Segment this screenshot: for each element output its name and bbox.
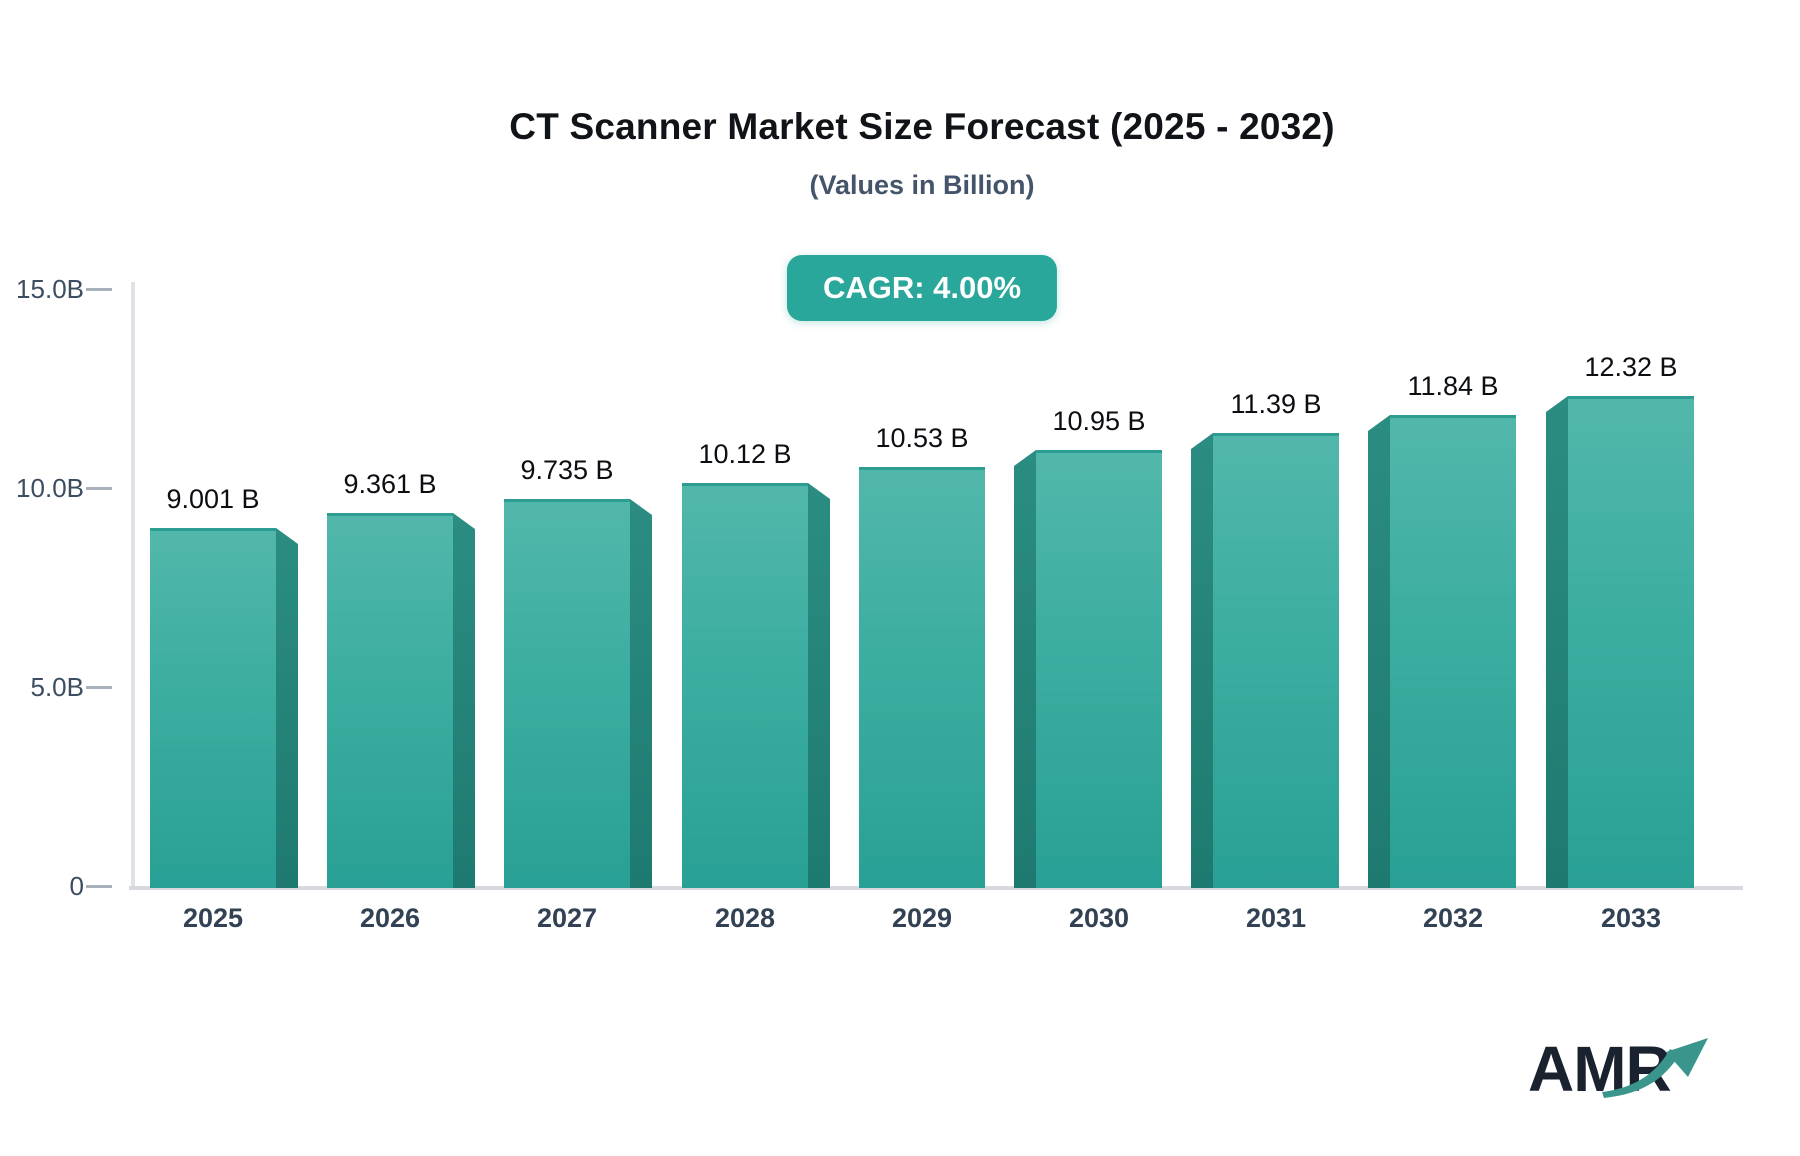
- bar-value-label: 9.735 B: [520, 455, 614, 485]
- bar-side-2028: [808, 483, 830, 888]
- cagr-badge: CAGR: 4.00%: [786, 255, 1058, 321]
- y-tick-label: 0: [69, 871, 84, 901]
- bar-value-label: 10.95 B: [1052, 406, 1146, 436]
- bar-value-label: 11.39 B: [1230, 389, 1322, 419]
- x-axis-label: 2026: [359, 903, 421, 933]
- growth-arrow-icon: [1602, 1038, 1708, 1098]
- y-tick: [86, 487, 112, 490]
- x-axis-label: 2032: [1422, 903, 1484, 933]
- bar-value-label: 11.84 B: [1407, 371, 1499, 401]
- x-axis-label: 2028: [714, 903, 776, 933]
- y-tick-label: 10.0B: [16, 473, 84, 503]
- bar-side-2025: [276, 528, 298, 888]
- y-tick: [86, 288, 112, 291]
- bar-side-2033: [1546, 396, 1568, 888]
- bar-value-label: 9.001 B: [166, 484, 260, 514]
- bar-side-2031: [1191, 433, 1213, 888]
- x-axis-label: 2033: [1600, 903, 1662, 933]
- bar-2031[interactable]: [1213, 433, 1339, 888]
- bar-2030[interactable]: [1036, 450, 1162, 888]
- x-axis-label: 2030: [1068, 903, 1130, 933]
- y-tick-label: 5.0B: [30, 672, 85, 702]
- bar-2025[interactable]: [150, 528, 276, 888]
- bar-2026[interactable]: [327, 513, 453, 888]
- x-axis-label: 2027: [536, 903, 598, 933]
- amr-logo: AMR: [1528, 1033, 1672, 1105]
- bar-2027[interactable]: [504, 499, 630, 888]
- y-tick: [86, 686, 112, 689]
- bar-side-2027: [630, 499, 652, 888]
- bar-side-2030: [1014, 450, 1036, 888]
- bar-value-label: 10.12 B: [698, 439, 792, 469]
- chart-title: CT Scanner Market Size Forecast (2025 - …: [509, 106, 1335, 147]
- y-axis-line: [131, 282, 135, 890]
- bar-value-label: 12.32 B: [1584, 352, 1678, 382]
- x-axis-label: 2025: [182, 903, 244, 933]
- x-axis-line: [129, 886, 1743, 890]
- bar-2029[interactable]: [859, 467, 985, 888]
- bar-2028[interactable]: [682, 483, 808, 888]
- bar-2032[interactable]: [1390, 415, 1516, 888]
- bar-side-2032: [1368, 415, 1390, 888]
- x-axis-label: 2029: [891, 903, 953, 933]
- bar-value-label: 10.53 B: [875, 423, 969, 453]
- bar-2033[interactable]: [1568, 396, 1694, 888]
- bar-side-2026: [453, 513, 475, 888]
- chart-subtitle: (Values in Billion): [809, 170, 1035, 200]
- bar-value-label: 9.361 B: [343, 469, 437, 499]
- x-axis-label: 2031: [1245, 903, 1307, 933]
- y-tick-label: 15.0B: [16, 274, 84, 304]
- y-tick: [86, 885, 112, 888]
